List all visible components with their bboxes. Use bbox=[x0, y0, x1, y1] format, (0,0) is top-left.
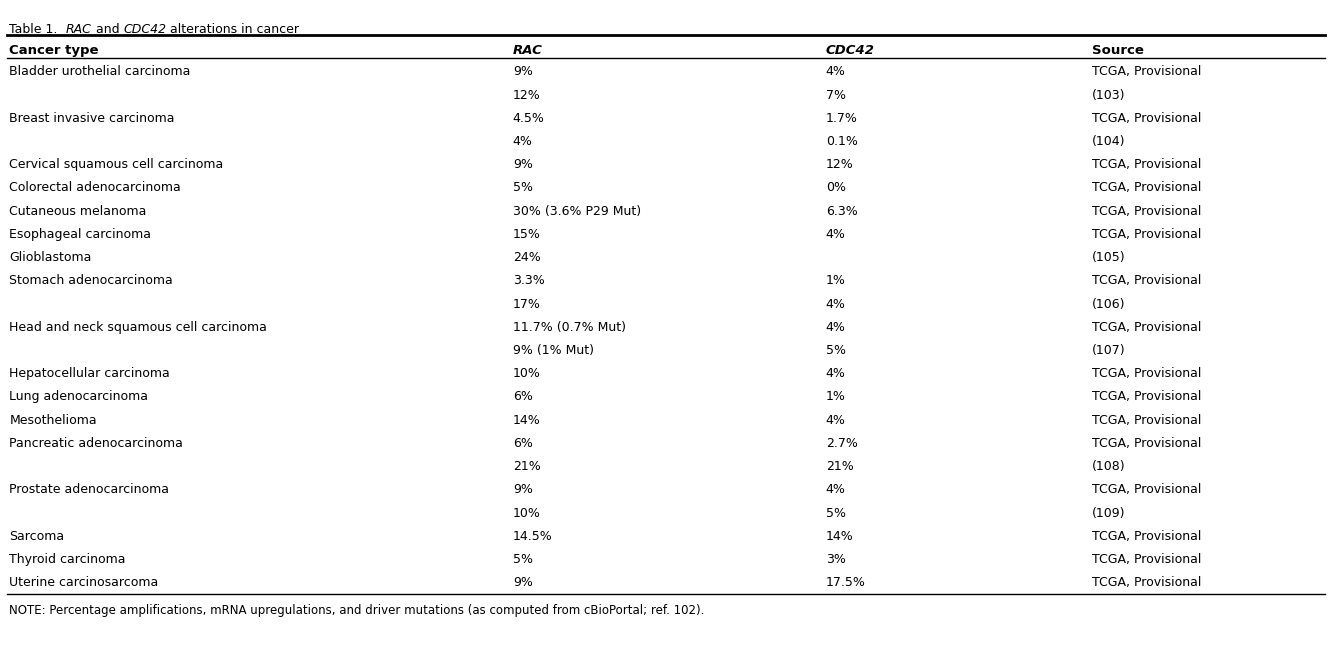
Text: Bladder urothelial carcinoma: Bladder urothelial carcinoma bbox=[9, 65, 190, 78]
Text: 1%: 1% bbox=[826, 275, 846, 287]
Text: (106): (106) bbox=[1092, 298, 1126, 311]
Text: 14%: 14% bbox=[513, 413, 541, 426]
Text: 3.3%: 3.3% bbox=[513, 275, 545, 287]
Text: Cancer type: Cancer type bbox=[9, 44, 99, 58]
Text: TCGA, Provisional: TCGA, Provisional bbox=[1092, 320, 1201, 334]
Text: TCGA, Provisional: TCGA, Provisional bbox=[1092, 413, 1201, 426]
Text: TCGA, Provisional: TCGA, Provisional bbox=[1092, 530, 1201, 543]
Text: 4.5%: 4.5% bbox=[513, 112, 545, 125]
Text: 21%: 21% bbox=[826, 460, 854, 473]
Text: TCGA, Provisional: TCGA, Provisional bbox=[1092, 576, 1201, 589]
Text: 10%: 10% bbox=[513, 367, 541, 380]
Text: 14%: 14% bbox=[826, 530, 854, 543]
Text: 5%: 5% bbox=[513, 181, 533, 194]
Text: 21%: 21% bbox=[513, 460, 541, 473]
Text: 3%: 3% bbox=[826, 553, 846, 566]
Text: Table 1.: Table 1. bbox=[9, 23, 65, 36]
Text: (108): (108) bbox=[1092, 460, 1126, 473]
Text: (109): (109) bbox=[1092, 506, 1126, 519]
Text: TCGA, Provisional: TCGA, Provisional bbox=[1092, 483, 1201, 496]
Text: Breast invasive carcinoma: Breast invasive carcinoma bbox=[9, 112, 174, 125]
Text: (105): (105) bbox=[1092, 251, 1126, 264]
Text: RAC: RAC bbox=[65, 23, 92, 36]
Text: TCGA, Provisional: TCGA, Provisional bbox=[1092, 367, 1201, 380]
Text: Pancreatic adenocarcinoma: Pancreatic adenocarcinoma bbox=[9, 437, 184, 450]
Text: Prostate adenocarcinoma: Prostate adenocarcinoma bbox=[9, 483, 169, 496]
Text: 4%: 4% bbox=[826, 298, 846, 311]
Text: 1.7%: 1.7% bbox=[826, 112, 858, 125]
Text: (107): (107) bbox=[1092, 344, 1126, 357]
Text: Source: Source bbox=[1092, 44, 1144, 58]
Text: 6%: 6% bbox=[513, 390, 533, 404]
Text: 7%: 7% bbox=[826, 88, 846, 101]
Text: TCGA, Provisional: TCGA, Provisional bbox=[1092, 205, 1201, 218]
Text: TCGA, Provisional: TCGA, Provisional bbox=[1092, 112, 1201, 125]
Text: 9%: 9% bbox=[513, 158, 533, 171]
Text: Glioblastoma: Glioblastoma bbox=[9, 251, 92, 264]
Text: 4%: 4% bbox=[826, 228, 846, 241]
Text: TCGA, Provisional: TCGA, Provisional bbox=[1092, 437, 1201, 450]
Text: 5%: 5% bbox=[826, 506, 846, 519]
Text: TCGA, Provisional: TCGA, Provisional bbox=[1092, 390, 1201, 404]
Text: 6%: 6% bbox=[513, 437, 533, 450]
Text: (103): (103) bbox=[1092, 88, 1126, 101]
Text: Head and neck squamous cell carcinoma: Head and neck squamous cell carcinoma bbox=[9, 320, 268, 334]
Text: 17%: 17% bbox=[513, 298, 541, 311]
Text: TCGA, Provisional: TCGA, Provisional bbox=[1092, 65, 1201, 78]
Text: 14.5%: 14.5% bbox=[513, 530, 553, 543]
Text: 4%: 4% bbox=[826, 320, 846, 334]
Text: Sarcoma: Sarcoma bbox=[9, 530, 64, 543]
Text: (104): (104) bbox=[1092, 135, 1126, 148]
Text: Cervical squamous cell carcinoma: Cervical squamous cell carcinoma bbox=[9, 158, 224, 171]
Text: 4%: 4% bbox=[826, 413, 846, 426]
Text: CDC42: CDC42 bbox=[826, 44, 875, 58]
Text: Stomach adenocarcinoma: Stomach adenocarcinoma bbox=[9, 275, 173, 287]
Text: Mesothelioma: Mesothelioma bbox=[9, 413, 97, 426]
Text: 9%: 9% bbox=[513, 576, 533, 589]
Text: Esophageal carcinoma: Esophageal carcinoma bbox=[9, 228, 152, 241]
Text: Uterine carcinosarcoma: Uterine carcinosarcoma bbox=[9, 576, 159, 589]
Text: 9%: 9% bbox=[513, 483, 533, 496]
Text: TCGA, Provisional: TCGA, Provisional bbox=[1092, 158, 1201, 171]
Text: 11.7% (0.7% Mut): 11.7% (0.7% Mut) bbox=[513, 320, 626, 334]
Text: 17.5%: 17.5% bbox=[826, 576, 866, 589]
Text: RAC: RAC bbox=[513, 44, 542, 58]
Text: 12%: 12% bbox=[513, 88, 541, 101]
Text: 0%: 0% bbox=[826, 181, 846, 194]
Text: Lung adenocarcinoma: Lung adenocarcinoma bbox=[9, 390, 148, 404]
Text: 12%: 12% bbox=[826, 158, 854, 171]
Text: 0.1%: 0.1% bbox=[826, 135, 858, 148]
Text: 6.3%: 6.3% bbox=[826, 205, 858, 218]
Text: TCGA, Provisional: TCGA, Provisional bbox=[1092, 553, 1201, 566]
Text: alterations in cancer: alterations in cancer bbox=[166, 23, 300, 36]
Text: Hepatocellular carcinoma: Hepatocellular carcinoma bbox=[9, 367, 170, 380]
Text: TCGA, Provisional: TCGA, Provisional bbox=[1092, 181, 1201, 194]
Text: TCGA, Provisional: TCGA, Provisional bbox=[1092, 275, 1201, 287]
Text: NOTE: Percentage amplifications, mRNA upregulations, and driver mutations (as co: NOTE: Percentage amplifications, mRNA up… bbox=[9, 604, 705, 617]
Text: 24%: 24% bbox=[513, 251, 541, 264]
Text: 5%: 5% bbox=[826, 344, 846, 357]
Text: Colorectal adenocarcinoma: Colorectal adenocarcinoma bbox=[9, 181, 181, 194]
Text: 2.7%: 2.7% bbox=[826, 437, 858, 450]
Text: Thyroid carcinoma: Thyroid carcinoma bbox=[9, 553, 125, 566]
Text: 10%: 10% bbox=[513, 506, 541, 519]
Text: Cutaneous melanoma: Cutaneous melanoma bbox=[9, 205, 147, 218]
Text: 5%: 5% bbox=[513, 553, 533, 566]
Text: 9% (1% Mut): 9% (1% Mut) bbox=[513, 344, 594, 357]
Text: 15%: 15% bbox=[513, 228, 541, 241]
Text: CDC42: CDC42 bbox=[123, 23, 166, 36]
Text: 4%: 4% bbox=[826, 65, 846, 78]
Text: and: and bbox=[92, 23, 123, 36]
Text: 4%: 4% bbox=[826, 367, 846, 380]
Text: 4%: 4% bbox=[826, 483, 846, 496]
Text: 9%: 9% bbox=[513, 65, 533, 78]
Text: 4%: 4% bbox=[513, 135, 533, 148]
Text: 30% (3.6% P29 Mut): 30% (3.6% P29 Mut) bbox=[513, 205, 641, 218]
Text: TCGA, Provisional: TCGA, Provisional bbox=[1092, 228, 1201, 241]
Text: 1%: 1% bbox=[826, 390, 846, 404]
